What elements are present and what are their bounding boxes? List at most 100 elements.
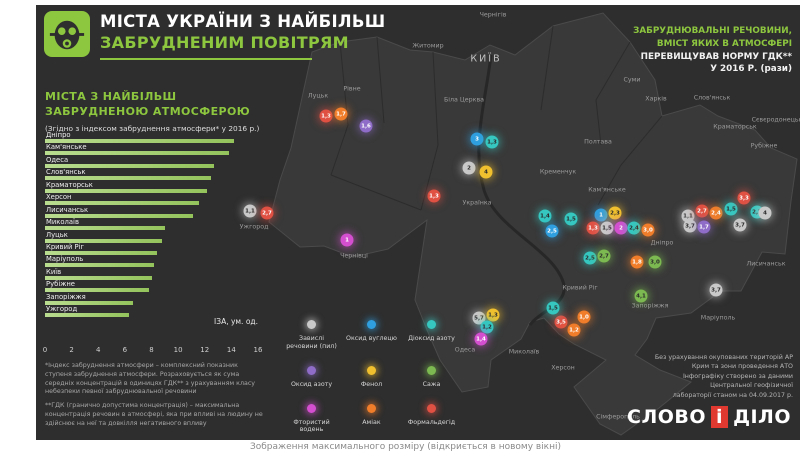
map-city-label: Слов'янськ: [693, 94, 731, 102]
pollution-marker: 1,5: [600, 221, 614, 235]
pollution-marker: 1,5: [546, 301, 560, 315]
legend: Завислі речовини (пил) Оксид вуглецю Діокс…: [283, 314, 460, 434]
pollution-marker: 4,1: [634, 289, 648, 303]
map-city-label: Полтава: [584, 138, 612, 146]
pollution-marker: 3,7: [733, 218, 747, 232]
bar-city-label: Херсон: [46, 193, 72, 202]
hf-dot: [307, 403, 316, 413]
logo-word-slovo: СЛОВО: [627, 406, 707, 428]
map-city-label: Сєвєродонецьк: [751, 116, 800, 124]
map-city-label: Рівне: [343, 85, 361, 93]
x-axis-title: ІЗА, ум. од.: [214, 317, 258, 326]
bar-city-label: Маріуполь: [46, 255, 84, 264]
legend-label: Завислі речовини (пил): [286, 335, 337, 350]
bar: [45, 139, 235, 143]
bar: [45, 163, 215, 168]
slovo-i-dilo-logo: СЛОВО і ДІЛО: [627, 406, 791, 428]
bar-city-label: Краматорськ: [46, 180, 93, 189]
pollution-marker: 2,7: [695, 204, 709, 218]
bar-city-label: Київ: [46, 267, 62, 276]
legend-label: Формальдегід: [407, 418, 456, 426]
bar: [45, 151, 229, 156]
source-line: Крим та зони проведення АТО: [691, 363, 793, 371]
right-note: ЗАБРУДНЮВАЛЬНІ РЕЧОВИНИ, ВМІСТ ЯКИХ В АТМ…: [633, 25, 792, 76]
bar: [45, 263, 155, 268]
bar-row: Луцьк: [45, 231, 258, 243]
pollution-marker: 1,5: [724, 202, 738, 216]
legend-label: Оксид вуглецю: [346, 335, 397, 342]
map-city-label: Кам'янське: [588, 186, 626, 194]
x-tick-label: 10: [173, 346, 183, 354]
bar-city-label: Рубіжне: [46, 280, 75, 289]
chart-subtitle: (Згідно з індексом забруднення атмосфери…: [45, 123, 260, 133]
pollution-marker: 2,4: [627, 221, 641, 235]
pollution-marker: 4: [479, 165, 493, 179]
pollution-marker: 1,3: [427, 189, 441, 203]
right-note-line: ЗАБРУДНЮВАЛЬНІ РЕЧОВИНИ,: [633, 26, 792, 36]
pollution-marker: 1,7: [334, 107, 348, 121]
bar-city-label: Кам'янське: [46, 143, 87, 152]
pollution-marker: 1,6: [359, 119, 373, 133]
pollution-marker: 2,3: [608, 206, 622, 220]
map-city-label: Одеса: [454, 346, 476, 354]
right-note-line: ПЕРЕВИЩУВАВ НОРМУ ГДК**: [640, 51, 792, 62]
bar-row: Херсон: [45, 193, 258, 206]
bar-city-label: Лисичанськ: [46, 205, 89, 214]
map-city-label: Рубіжне: [750, 142, 778, 150]
bar: [45, 226, 165, 231]
bar-city-label: Ужгород: [46, 305, 78, 314]
legend-label: Фенол: [360, 380, 383, 388]
bar: [45, 188, 208, 193]
bar-city-label: Кривий Ріг: [46, 242, 85, 251]
pollution-marker: 1,0: [577, 310, 591, 324]
legend-item: Фенол: [343, 360, 400, 389]
legend-item: Аміак: [343, 398, 400, 435]
pollution-marker: 1,1: [681, 209, 695, 223]
bar-city-label: Слов'янськ: [46, 168, 86, 177]
map-city-label: Краматорськ: [713, 123, 757, 131]
map-city-label: Херсон: [551, 364, 575, 372]
full-size-image-link[interactable]: Зображення максимального розміру (відкри…: [249, 442, 562, 452]
bar-row: Запоріжжя: [45, 293, 258, 305]
oblast-borders: [330, 25, 663, 211]
pollution-marker: 2: [614, 221, 628, 235]
logo-i-badge: і: [711, 406, 729, 428]
title-underline: [100, 58, 312, 60]
bar-city-label: Одеса: [46, 155, 69, 164]
pollution-marker: 1,7: [697, 220, 711, 234]
bar-row: Одеса: [45, 156, 258, 168]
pollution-marker: 1: [594, 208, 608, 222]
header: МІСТА УКРАЇНИ З НАЙБІЛЬШ ЗАБРУДНЕНИМ ПОВ…: [44, 11, 385, 60]
bar-row: Кам'янське: [45, 143, 258, 156]
pollution-marker: 1,1: [243, 204, 257, 218]
map-city-label: Чернівці: [340, 252, 368, 260]
bar-chart: Дніпро Кам'янське Одеса Слов'янськ Краматорс…: [45, 131, 258, 318]
legend-label: Аміак: [362, 418, 381, 426]
x-tick-label: 16: [253, 346, 263, 354]
dust-dot: [307, 320, 316, 329]
pollution-marker: 2: [462, 161, 476, 175]
map-city-label: Чернігів: [479, 11, 507, 19]
nh3-dot: [367, 403, 376, 413]
legend-item: Оксид азоту: [283, 360, 340, 389]
pollution-marker: 3,3: [737, 191, 751, 205]
map-city-label: Запоріжжя: [631, 302, 669, 310]
bar-row: Київ: [45, 268, 258, 280]
ukraine-outline: [268, 12, 798, 436]
legend-item: Діоксид азоту: [403, 314, 460, 351]
legend-item: Завислі речовини (пил): [283, 314, 340, 351]
pollution-marker: 4: [758, 206, 772, 220]
map-city-label: КИЇВ: [470, 53, 502, 65]
bar-row: Ужгород: [45, 305, 258, 318]
pollution-marker: 3,7: [683, 219, 697, 233]
no-dot: [307, 365, 316, 375]
legend-label: Діоксид азоту: [408, 335, 455, 342]
pollution-marker: 1,8: [630, 255, 644, 269]
gas-mask-icon: [44, 11, 90, 57]
chart-title: МІСТА З НАЙБІЛЬШ ЗАБРУДНЕНОЮ АТМОСФЕРОЮ: [45, 90, 251, 118]
source-line: лабораторії станом на 04.09.2017 р.: [672, 391, 793, 399]
pollution-marker: 1: [340, 233, 354, 247]
pollution-marker: 1,5: [564, 212, 578, 226]
legend-label: Оксид азоту: [290, 380, 333, 388]
